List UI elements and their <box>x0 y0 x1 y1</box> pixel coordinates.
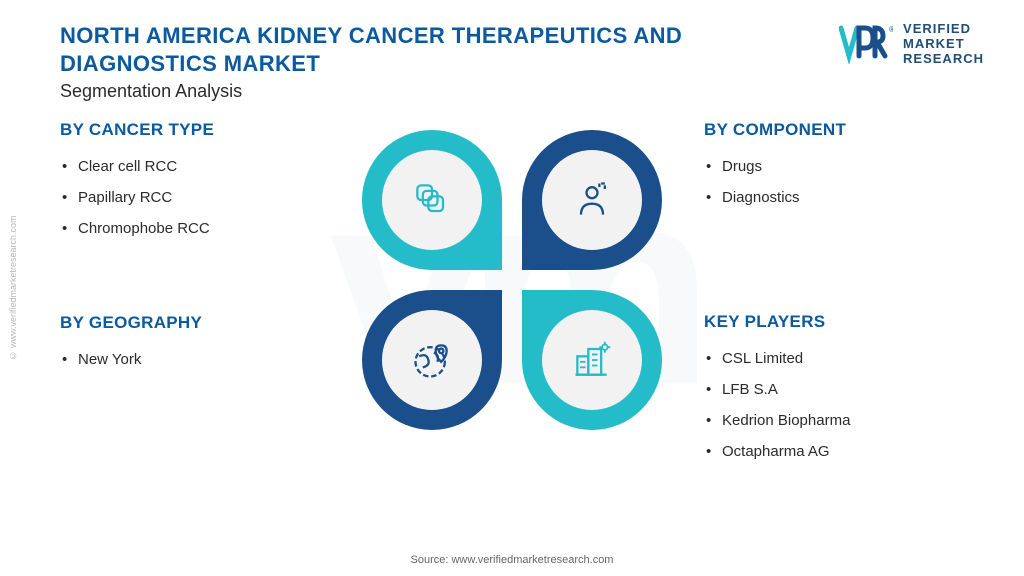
geography-icon <box>410 338 454 382</box>
brand-line3: RESEARCH <box>903 52 984 67</box>
list-item: CSL Limited <box>704 350 964 367</box>
list-item: Drugs <box>704 158 964 175</box>
petal-top-left <box>362 130 502 270</box>
segment-title: BY COMPONENT <box>704 120 964 140</box>
segment-geography: BY GEOGRAPHY New York <box>60 313 320 382</box>
petal-inner <box>542 310 642 410</box>
petal-bottom-right <box>522 290 662 430</box>
component-icon <box>570 178 614 222</box>
list-item: Chromophobe RCC <box>60 220 320 237</box>
petal-inner <box>382 310 482 410</box>
list-item: Octapharma AG <box>704 443 964 460</box>
right-column: BY COMPONENT Drugs Diagnostics KEY PLAYE… <box>704 120 964 536</box>
segment-title: KEY PLAYERS <box>704 312 964 332</box>
segment-cancer-type: BY CANCER TYPE Clear cell RCC Papillary … <box>60 120 320 251</box>
list-item: Diagnostics <box>704 189 964 206</box>
list-item: Kedrion Biopharma <box>704 412 964 429</box>
list-item: LFB S.A <box>704 381 964 398</box>
list-item: Papillary RCC <box>60 189 320 206</box>
key-players-icon <box>570 338 614 382</box>
logo-text: VERIFIED MARKET RESEARCH <box>903 22 984 67</box>
brand-line2: MARKET <box>903 37 984 52</box>
segment-key-players: KEY PLAYERS CSL Limited LFB S.A Kedrion … <box>704 312 964 474</box>
cancer-type-icon <box>410 178 454 222</box>
title-line2: DIAGNOSTICS MARKET <box>60 50 682 78</box>
content-area: BY CANCER TYPE Clear cell RCC Papillary … <box>60 120 964 536</box>
petal-inner <box>542 150 642 250</box>
petal-top-right <box>522 130 662 270</box>
logo-mark-icon: ® <box>839 24 893 64</box>
segment-component: BY COMPONENT Drugs Diagnostics <box>704 120 964 220</box>
title-block: NORTH AMERICA KIDNEY CANCER THERAPEUTICS… <box>60 22 682 102</box>
svg-text:®: ® <box>889 25 893 34</box>
list-item: New York <box>60 351 320 368</box>
segment-title: BY GEOGRAPHY <box>60 313 320 333</box>
petal-diagram <box>362 130 662 430</box>
petal-inner <box>382 150 482 250</box>
brand-logo: ® VERIFIED MARKET RESEARCH <box>839 22 984 67</box>
subtitle: Segmentation Analysis <box>60 81 682 102</box>
source-text: Source: www.verifiedmarketresearch.com <box>411 554 614 566</box>
list-item: Clear cell RCC <box>60 158 320 175</box>
title-line1: NORTH AMERICA KIDNEY CANCER THERAPEUTICS… <box>60 22 682 50</box>
left-column: BY CANCER TYPE Clear cell RCC Papillary … <box>60 120 320 536</box>
header: NORTH AMERICA KIDNEY CANCER THERAPEUTICS… <box>60 22 984 102</box>
side-copyright: © www.verifiedmarketresearch.com <box>8 215 18 360</box>
petal-bottom-left <box>362 290 502 430</box>
brand-line1: VERIFIED <box>903 22 984 37</box>
segment-title: BY CANCER TYPE <box>60 120 320 140</box>
